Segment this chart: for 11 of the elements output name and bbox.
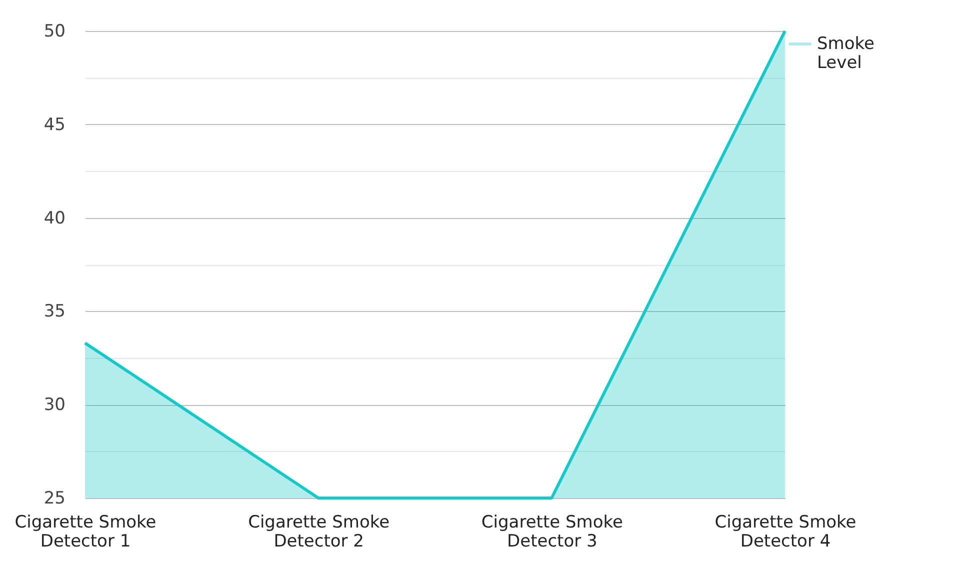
y-tick-label: 40 xyxy=(44,208,66,228)
y-tick-label: 45 xyxy=(44,114,66,135)
x-tick-label: Cigarette Smoke Detector 3 xyxy=(481,512,623,552)
legend-label: Smoke Level xyxy=(817,34,874,73)
x-tick-label: Cigarette Smoke Detector 1 xyxy=(14,512,156,552)
y-tick-label: 30 xyxy=(44,395,66,416)
y-tick-label: 50 xyxy=(44,22,66,42)
y-tick-label: 35 xyxy=(44,302,66,322)
y-tick-label: 25 xyxy=(44,488,66,508)
x-tick-label: Cigarette Smoke Detector 2 xyxy=(248,512,390,552)
x-tick-label: Cigarette Smoke Detector 4 xyxy=(714,512,856,552)
